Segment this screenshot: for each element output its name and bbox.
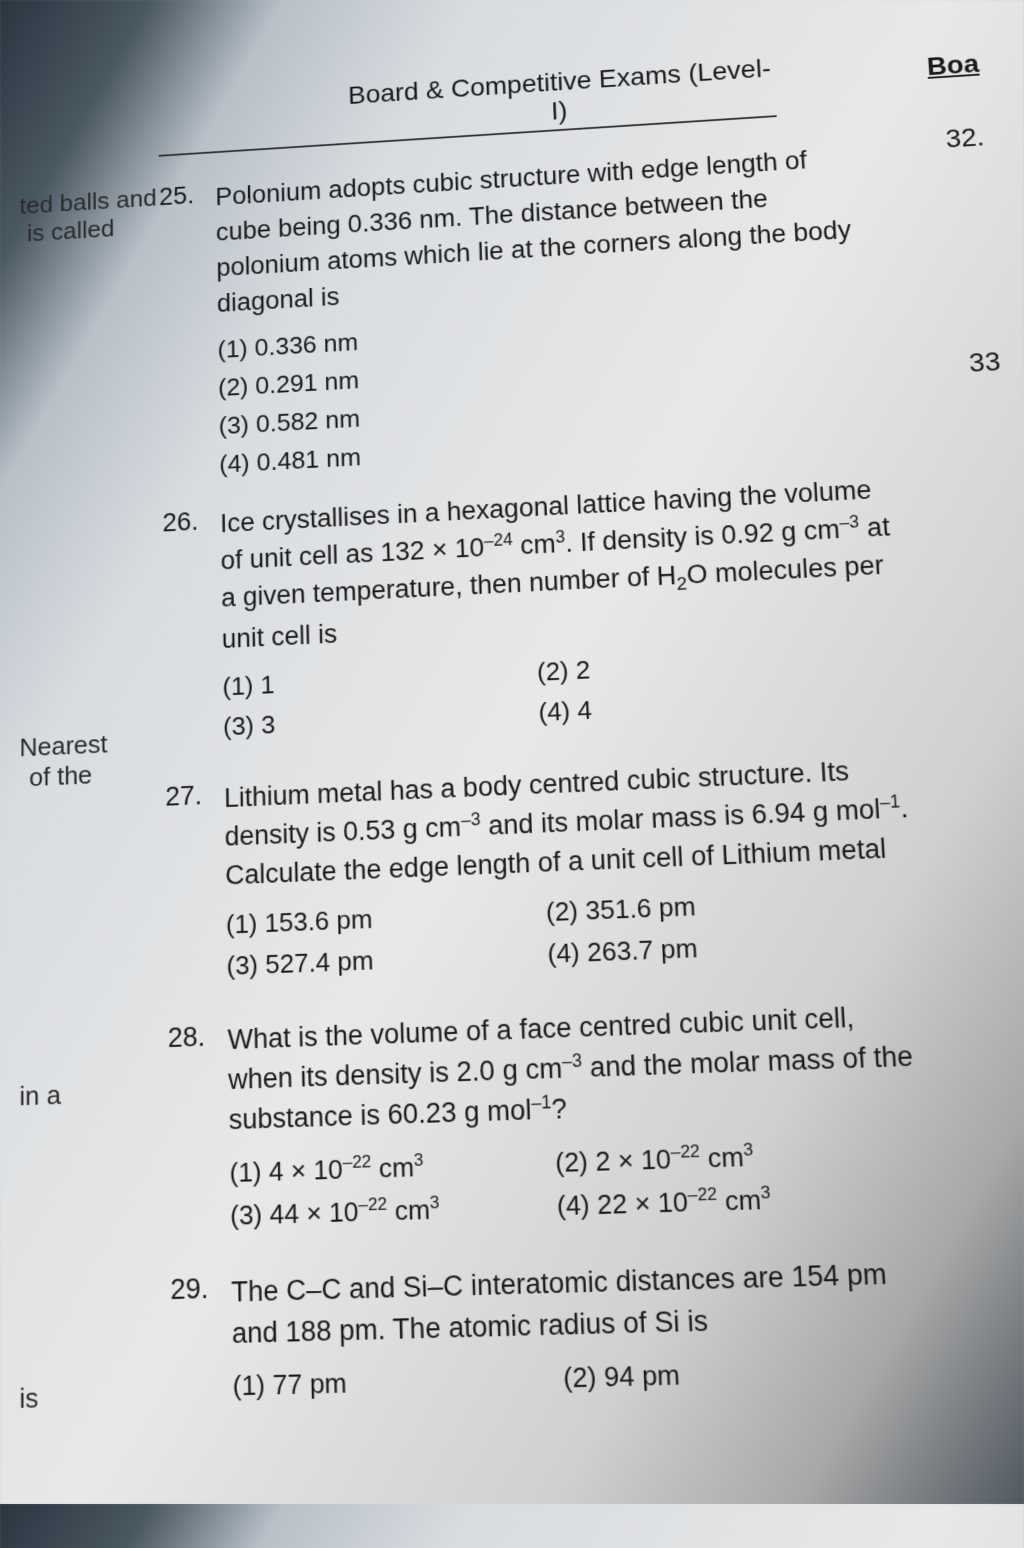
left-cut-text: in a	[19, 1079, 61, 1112]
question-number: 28.	[168, 1022, 206, 1055]
page-header: Board & Competitive Exams (Level-I)	[158, 54, 777, 157]
question-number: 25.	[159, 181, 194, 211]
right-cut-text: 33	[968, 346, 1001, 378]
question-number: 27.	[165, 780, 202, 812]
options-list: (1) 153.6 pm (2) 351.6 pm (3) 527.4 pm (…	[226, 880, 981, 992]
right-cut-text: 32.	[945, 122, 985, 154]
option: (2) 94 pm	[563, 1353, 902, 1395]
option: (2) 2	[536, 642, 859, 688]
question-text: The C–C and Si–C interatomic distances a…	[231, 1252, 942, 1355]
question-text: Polonium adopts cubic structure with edg…	[215, 139, 875, 323]
question-text: What is the volume of a face centred cub…	[227, 996, 928, 1141]
option: (1) 4 × 10–22 cm3	[229, 1145, 556, 1188]
question-number: 29.	[170, 1273, 208, 1307]
question-25: 25. Polonium adopts cubic structure with…	[66, 135, 946, 487]
question-29: 29. The C–C and Si–C interatomic distanc…	[70, 1251, 1011, 1418]
question-27: 27. Lithium metal has a body centred cub…	[68, 747, 981, 998]
question-26: 26. Ice crystallises in a hexagonal latt…	[67, 467, 964, 759]
right-cut-text: Boa	[926, 49, 980, 82]
options-list: (1) 1 (2) 2 (3) 3 (4) 4	[222, 637, 964, 752]
question-text: Lithium metal has a body centred cubic s…	[224, 749, 912, 895]
left-cut-text: Nearest of the	[19, 729, 107, 793]
option: (1) 1	[222, 657, 537, 702]
option: (2) 2 × 10–22 cm3	[555, 1135, 889, 1179]
left-cut-text: is	[19, 1382, 38, 1415]
option: (2) 351.6 pm	[545, 884, 873, 928]
question-28: 28. What is the volume of a face centred…	[69, 993, 999, 1247]
question-text: Ice crystallises in a hexagonal lattice …	[220, 470, 897, 658]
options-list: (1) 0.336 nm (2) 0.291 nm (3) 0.582 nm (…	[217, 294, 945, 479]
options-list: (1) 77 pm (2) 94 pm	[232, 1351, 1010, 1414]
options-list: (1) 4 × 10–22 cm3 (2) 2 × 10–22 cm3 (3) …	[229, 1132, 998, 1243]
option: (1) 153.6 pm	[226, 897, 547, 941]
option: (1) 77 pm	[232, 1362, 564, 1403]
question-number: 26.	[162, 507, 198, 538]
